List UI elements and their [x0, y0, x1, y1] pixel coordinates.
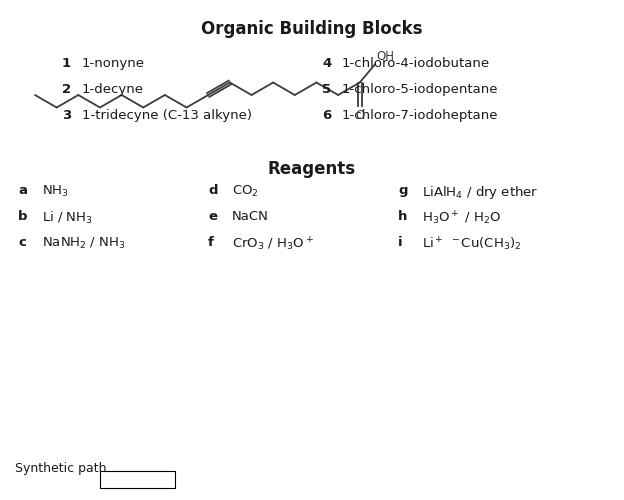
Text: Li / NH$_3$: Li / NH$_3$ [42, 210, 92, 226]
Text: O: O [355, 110, 364, 122]
Text: g: g [398, 184, 407, 197]
Text: CO$_2$: CO$_2$ [232, 184, 259, 199]
Text: 1: 1 [62, 57, 71, 70]
Text: i: i [398, 236, 402, 249]
Text: f: f [208, 236, 214, 249]
Text: 5: 5 [322, 83, 331, 96]
Text: 1-chloro-7-iodoheptane: 1-chloro-7-iodoheptane [342, 109, 499, 122]
Text: 1-nonyne: 1-nonyne [82, 57, 145, 70]
Text: 1-chloro-5-iodopentane: 1-chloro-5-iodopentane [342, 83, 499, 96]
Text: c: c [18, 236, 26, 249]
Text: Reagents: Reagents [268, 160, 356, 178]
Text: 3: 3 [62, 109, 71, 122]
Text: 2: 2 [62, 83, 71, 96]
Text: 6: 6 [322, 109, 331, 122]
Text: a: a [18, 184, 27, 197]
Text: LiAlH$_4$ / dry ether: LiAlH$_4$ / dry ether [422, 184, 539, 201]
Text: e: e [208, 210, 217, 223]
Text: 1-decyne: 1-decyne [82, 83, 144, 96]
Text: OH: OH [376, 50, 394, 64]
Text: 1-tridecyne (C-13 alkyne): 1-tridecyne (C-13 alkyne) [82, 109, 252, 122]
Text: d: d [208, 184, 218, 197]
Text: 4: 4 [322, 57, 331, 70]
Bar [100, 471, 175, 488]
Text: h: h [398, 210, 407, 223]
Text: Li$^+$ $^-$Cu(CH$_3$)$_2$: Li$^+$ $^-$Cu(CH$_3$)$_2$ [422, 236, 522, 254]
Text: NaCN: NaCN [232, 210, 269, 223]
Text: Synthetic path: Synthetic path [15, 462, 107, 475]
Text: Organic Building Blocks: Organic Building Blocks [202, 20, 422, 38]
Text: b: b [18, 210, 27, 223]
Text: H$_3$O$^+$ / H$_2$O: H$_3$O$^+$ / H$_2$O [422, 210, 502, 228]
Text: NH$_3$: NH$_3$ [42, 184, 69, 199]
Text: NaNH$_2$ / NH$_3$: NaNH$_2$ / NH$_3$ [42, 236, 125, 251]
Text: CrO$_3$ / H$_3$O$^+$: CrO$_3$ / H$_3$O$^+$ [232, 236, 314, 254]
Text: 1-chloro-4-iodobutane: 1-chloro-4-iodobutane [342, 57, 490, 70]
